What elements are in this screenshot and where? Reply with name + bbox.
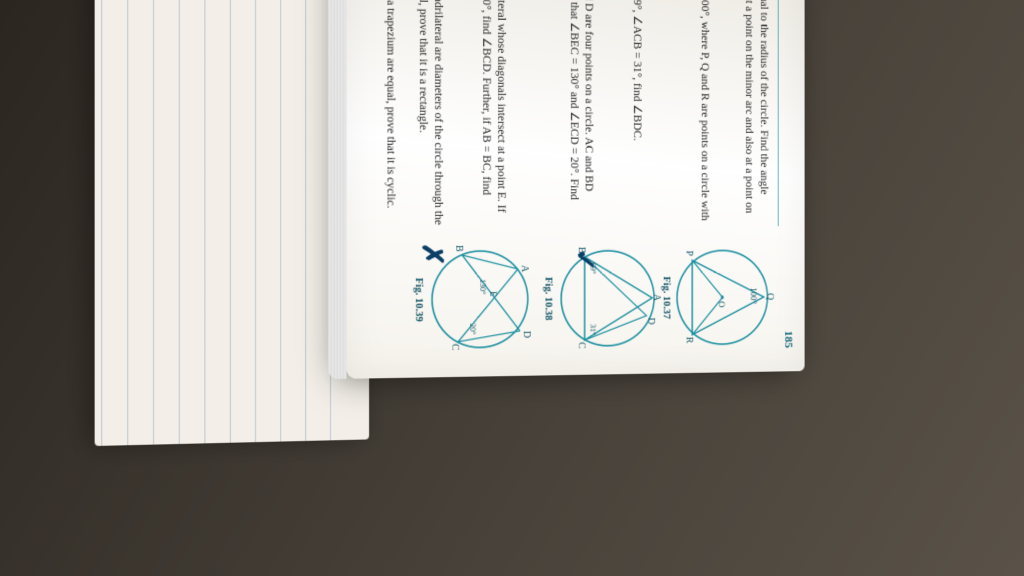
figure-label: Fig. 10.38 bbox=[543, 236, 554, 362]
scene: VI 185 2. A chord of a circle is equal t… bbox=[0, 0, 1024, 576]
angle-label: 100° bbox=[749, 287, 758, 304]
svg-text:P: P bbox=[684, 251, 695, 257]
question-6: 6. ABCD is a cyclic quadrilateral whose … bbox=[463, 0, 510, 226]
svg-text:O: O bbox=[717, 301, 727, 308]
question-text: A chord of a circle is equal to the radi… bbox=[729, 0, 770, 213]
question-text: If the non-parallel sides of a trapezium… bbox=[384, 0, 397, 208]
svg-text:D: D bbox=[645, 318, 656, 325]
svg-text:C: C bbox=[576, 342, 587, 349]
figure-10-38: A D B C 69° 31° Fig. 10.38 bbox=[543, 236, 664, 362]
svg-text:31°: 31° bbox=[589, 324, 598, 335]
rotated-container: VI 185 2. A chord of a circle is equal t… bbox=[217, 0, 788, 576]
question-4: 4. In Fig. 10.38, ∠ABC = 69°, ∠ACB = 31°… bbox=[629, 0, 644, 226]
page-number: 185 bbox=[781, 331, 795, 349]
question-text: In Fig. 10.37, ∠PQR = 100°, where P, Q a… bbox=[684, 0, 711, 221]
question-5: 5. In Fig. 10.39, A, B, C and D are four… bbox=[551, 0, 597, 226]
svg-text:Q: Q bbox=[765, 293, 775, 300]
svg-text:130°: 130° bbox=[478, 279, 487, 294]
question-text: If diagonals of a cyclic quadrilateral a… bbox=[417, 0, 446, 225]
header-rule bbox=[778, 0, 779, 226]
svg-text:B: B bbox=[453, 245, 464, 252]
textbook-page: 185 2. A chord of a circle is equal to t… bbox=[347, 0, 805, 379]
question-text: In Fig. 10.38, ∠ABC = 69°, ∠ACB = 31°, f… bbox=[631, 0, 643, 141]
svg-text:C: C bbox=[449, 344, 460, 351]
pen-tick-icon: ✓ bbox=[565, 248, 602, 271]
figure-10-37: Q P R O 100° Fig. 10.37 bbox=[661, 236, 777, 360]
ruled-notebook bbox=[95, 0, 369, 446]
figure-label: Fig. 10.39 bbox=[413, 236, 424, 363]
question-3: 3. In Fig. 10.37, ∠PQR = 100°, where P, … bbox=[683, 0, 713, 226]
circle-diagram-icon: Q P R O 100° bbox=[673, 239, 777, 357]
svg-text:E: E bbox=[488, 291, 498, 297]
question-8: 8. If the non-parallel sides of a trapez… bbox=[383, 0, 399, 226]
question-text: In Fig. 10.39, A, B, C and D are four po… bbox=[552, 0, 595, 200]
svg-text:A: A bbox=[519, 265, 530, 273]
question-7: 7. If diagonals of a cyclic quadrilatera… bbox=[415, 0, 447, 226]
question-text: ABCD is a cyclic quadrilateral whose dia… bbox=[464, 0, 508, 213]
question-2: 2. A chord of a circle is equal to the r… bbox=[727, 0, 771, 226]
svg-text:20°: 20° bbox=[468, 323, 477, 334]
svg-text:D: D bbox=[521, 331, 532, 338]
circle-diagram-icon: A D B C E 130° 20° bbox=[426, 239, 538, 360]
svg-text:A: A bbox=[651, 294, 662, 302]
pen-tick-icon: ✗ bbox=[412, 243, 450, 267]
svg-text:R: R bbox=[684, 337, 695, 344]
figure-10-39: A D B C E 130° 20° Fig. 10.39 bbox=[413, 236, 538, 364]
